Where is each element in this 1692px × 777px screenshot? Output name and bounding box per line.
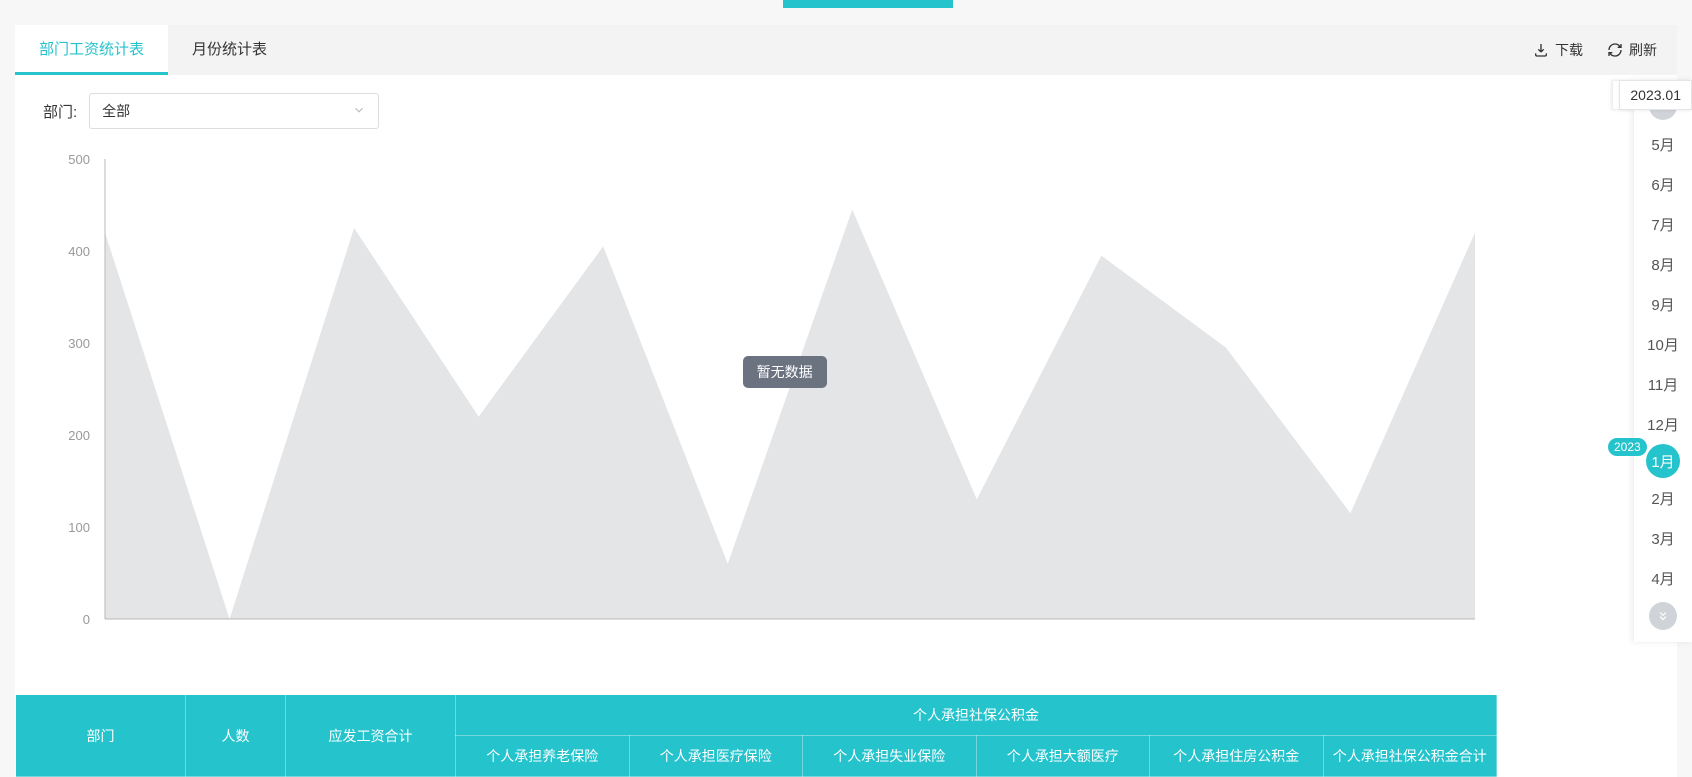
col-sub-2: 个人承担失业保险 [803, 736, 977, 777]
col-sub-4: 个人承担住房公积金 [1150, 736, 1324, 777]
area-chart-svg: 0 100 200 300 400 500 [35, 149, 1515, 639]
rail-year-badge: 2023 [1608, 438, 1647, 456]
filter-row: 部门: 全部 [15, 75, 1677, 139]
svg-text:400: 400 [68, 244, 90, 259]
rail-month-11月[interactable]: 11月 [1646, 364, 1680, 404]
dept-select-value: 全部 [102, 101, 352, 121]
rail-month-2月[interactable]: 2月 [1646, 478, 1680, 518]
dept-filter-label: 部门: [43, 101, 77, 122]
svg-text:300: 300 [68, 336, 90, 351]
svg-text:0: 0 [83, 612, 90, 627]
rail-month-5月[interactable]: 5月 [1646, 124, 1680, 164]
rail-scroll-down[interactable] [1649, 602, 1677, 630]
rail-month-12月[interactable]: 12月 [1646, 404, 1680, 444]
col-sub-0: 个人承担养老保险 [456, 736, 630, 777]
rail-month-1月[interactable]: 1月2023 [1646, 444, 1680, 478]
no-data-badge: 暂无数据 [743, 356, 827, 388]
svg-text:500: 500 [68, 152, 90, 167]
chart: 0 100 200 300 400 500 暂无数据 [15, 139, 1677, 652]
rail-month-10月[interactable]: 10月 [1646, 324, 1680, 364]
salary-table: 部门 人数 应发工资合计 个人承担社保公积金 个人承担养老保险个人承担医疗保险个… [15, 694, 1497, 777]
download-button[interactable]: 下载 [1533, 40, 1583, 60]
current-date-label: 2023.01 [1619, 80, 1692, 110]
tab-month-stats[interactable]: 月份统计表 [168, 25, 291, 75]
download-label: 下载 [1555, 40, 1583, 60]
svg-text:200: 200 [68, 428, 90, 443]
top-indicator [783, 0, 953, 8]
col-sub-3: 个人承担大额医疗 [976, 736, 1150, 777]
tab-dept-salary[interactable]: 部门工资统计表 [15, 25, 168, 75]
rail-month-3月[interactable]: 3月 [1646, 518, 1680, 558]
main-panel: 部门工资统计表 月份统计表 下载 刷新 部门: 全部 0 100 200 300 400… [15, 25, 1677, 777]
refresh-label: 刷新 [1629, 40, 1657, 60]
refresh-button[interactable]: 刷新 [1607, 40, 1657, 60]
col-gross: 应发工资合计 [286, 695, 456, 777]
rail-month-9月[interactable]: 9月 [1646, 284, 1680, 324]
chevron-down-icon [352, 103, 366, 120]
month-rail: 5月6月7月8月9月10月11月12月1月20232月3月4月 [1634, 80, 1692, 642]
col-sub-5: 个人承担社保公积金合计 [1323, 736, 1497, 777]
tab-actions: 下载 刷新 [1533, 25, 1657, 75]
tab-row: 部门工资统计表 月份统计表 下载 刷新 [15, 25, 1677, 75]
col-dept: 部门 [16, 695, 186, 777]
rail-month-4月[interactable]: 4月 [1646, 558, 1680, 598]
refresh-icon [1607, 42, 1623, 58]
svg-text:100: 100 [68, 520, 90, 535]
col-sub-1: 个人承担医疗保险 [629, 736, 803, 777]
rail-month-7月[interactable]: 7月 [1646, 204, 1680, 244]
dept-select[interactable]: 全部 [89, 93, 379, 129]
col-count: 人数 [186, 695, 286, 777]
download-icon [1533, 42, 1549, 58]
col-personal-group: 个人承担社保公积金 [456, 695, 1497, 736]
rail-month-6月[interactable]: 6月 [1646, 164, 1680, 204]
table: 部门 人数 应发工资合计 个人承担社保公积金 个人承担养老保险个人承担医疗保险个… [15, 694, 1497, 777]
rail-month-8月[interactable]: 8月 [1646, 244, 1680, 284]
